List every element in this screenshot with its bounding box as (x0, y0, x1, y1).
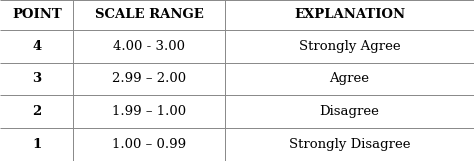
Text: EXPLANATION: EXPLANATION (294, 8, 405, 21)
Text: 4.00 - 3.00: 4.00 - 3.00 (113, 40, 185, 53)
Text: Disagree: Disagree (319, 105, 380, 118)
Text: SCALE RANGE: SCALE RANGE (95, 8, 204, 21)
Text: Strongly Disagree: Strongly Disagree (289, 138, 410, 151)
Text: POINT: POINT (12, 8, 62, 21)
Text: 4: 4 (32, 40, 41, 53)
Text: 3: 3 (32, 72, 41, 85)
Text: 2.99 – 2.00: 2.99 – 2.00 (112, 72, 186, 85)
Text: 1.00 – 0.99: 1.00 – 0.99 (112, 138, 186, 151)
Text: 1.99 – 1.00: 1.99 – 1.00 (112, 105, 186, 118)
Text: 1: 1 (32, 138, 41, 151)
Text: 2: 2 (32, 105, 41, 118)
Text: Strongly Agree: Strongly Agree (299, 40, 401, 53)
Text: Agree: Agree (329, 72, 370, 85)
